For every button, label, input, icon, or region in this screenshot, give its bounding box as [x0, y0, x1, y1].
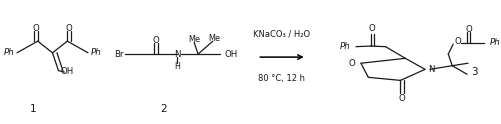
Text: H: H — [174, 62, 180, 71]
Text: N: N — [428, 65, 435, 74]
Text: Me: Me — [208, 34, 220, 43]
Text: Ph: Ph — [340, 42, 351, 51]
Text: O: O — [349, 59, 355, 68]
Text: O: O — [66, 24, 72, 33]
Text: 80 °C, 12 h: 80 °C, 12 h — [259, 74, 306, 83]
Text: 1: 1 — [30, 104, 36, 114]
Text: Ph: Ph — [4, 48, 15, 57]
Text: OH: OH — [224, 49, 238, 59]
Text: OH: OH — [61, 67, 74, 76]
Text: O: O — [153, 36, 159, 45]
Text: O: O — [33, 24, 40, 33]
Text: O: O — [465, 25, 472, 34]
Text: Br: Br — [114, 49, 124, 59]
Text: O: O — [398, 94, 405, 103]
Text: KNaCO₃ / H₂O: KNaCO₃ / H₂O — [254, 29, 311, 38]
Text: O: O — [455, 37, 461, 46]
Text: O: O — [369, 24, 376, 33]
Text: Ph: Ph — [91, 48, 101, 57]
Text: Me: Me — [188, 35, 200, 44]
Text: N: N — [174, 50, 180, 59]
Text: 2: 2 — [160, 104, 167, 114]
Text: 3: 3 — [471, 67, 478, 77]
Text: Ph: Ph — [490, 38, 500, 47]
